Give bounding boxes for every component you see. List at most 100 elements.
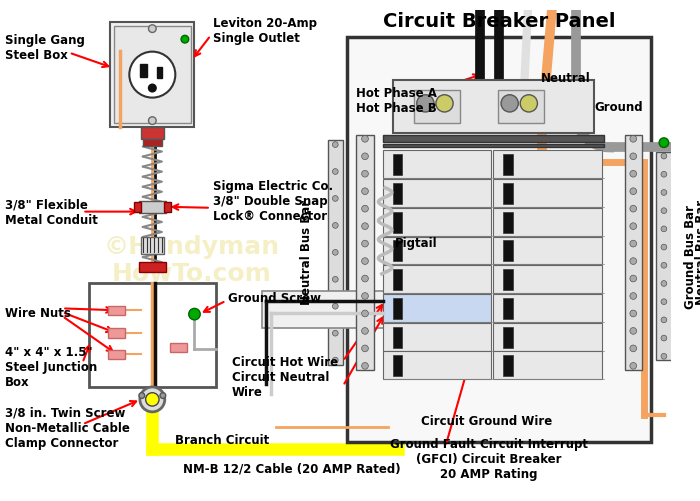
Bar [503, 155, 512, 176]
Circle shape [362, 206, 368, 212]
Circle shape [160, 393, 166, 399]
Circle shape [362, 136, 368, 143]
Bar [346, 38, 652, 442]
Bar [164, 202, 171, 212]
Circle shape [362, 258, 368, 265]
Bar [503, 298, 512, 319]
Circle shape [661, 190, 667, 196]
Bar [110, 23, 195, 128]
Circle shape [332, 277, 338, 283]
Circle shape [520, 96, 538, 113]
Circle shape [332, 358, 338, 363]
Text: Circuit Breaker Panel: Circuit Breaker Panel [383, 12, 615, 31]
Circle shape [362, 276, 368, 283]
Bar [494, 237, 601, 265]
Circle shape [362, 188, 368, 195]
Circle shape [661, 317, 667, 323]
Circle shape [501, 96, 518, 113]
Circle shape [130, 53, 175, 98]
Text: Ground Screw: Ground Screw [228, 292, 321, 305]
Text: Ground: Ground [594, 101, 643, 114]
Bar [503, 241, 512, 262]
Circle shape [661, 154, 667, 160]
Bar [143, 140, 162, 147]
Bar [383, 266, 491, 294]
Circle shape [661, 336, 667, 341]
Text: Ground Fault Circuit Interrupt
(GFCI) Circuit Breaker
20 AMP Rating: Ground Fault Circuit Interrupt (GFCI) Ci… [390, 437, 587, 480]
Circle shape [362, 311, 368, 317]
Circle shape [630, 258, 636, 265]
Bar [140, 65, 146, 78]
Circle shape [189, 309, 200, 320]
Bar [383, 151, 491, 179]
Bar [134, 202, 141, 212]
Bar [503, 270, 512, 291]
Text: Branch Circuit: Branch Circuit [175, 433, 270, 446]
Bar [494, 208, 601, 236]
Circle shape [661, 172, 667, 178]
Circle shape [362, 328, 368, 335]
Circle shape [661, 226, 667, 232]
Circle shape [630, 223, 636, 230]
Bar [141, 128, 164, 140]
Bar [494, 295, 601, 322]
Bar [498, 91, 544, 124]
Bar [393, 327, 402, 348]
Circle shape [332, 169, 338, 175]
Text: Hot Phase A: Hot Phase A [356, 87, 438, 100]
Text: Single Gang
Steel Box: Single Gang Steel Box [5, 34, 85, 62]
Bar [656, 153, 671, 360]
Circle shape [148, 118, 156, 125]
Circle shape [332, 304, 338, 310]
Text: 4" x 4" x 1.5"
Steel Junction
Box: 4" x 4" x 1.5" Steel Junction Box [5, 346, 97, 389]
Text: Circuit Neutral
Wire: Circuit Neutral Wire [232, 370, 329, 398]
Bar [383, 237, 491, 265]
Bar [393, 212, 402, 233]
Bar [114, 27, 190, 124]
Text: 3/8 in. Twin Screw
Non-Metallic Cable
Clamp Connector: 3/8 in. Twin Screw Non-Metallic Cable Cl… [5, 406, 130, 449]
Bar [356, 136, 374, 370]
Circle shape [362, 171, 368, 178]
Circle shape [332, 331, 338, 336]
Text: Ground Bus Bar: Ground Bus Bar [684, 204, 697, 308]
Bar [157, 68, 162, 79]
Bar [383, 323, 491, 351]
Bar [494, 151, 601, 179]
Bar [383, 180, 491, 207]
Bar [383, 352, 491, 380]
Circle shape [332, 223, 338, 229]
Bar [383, 136, 603, 142]
Circle shape [659, 139, 668, 148]
Circle shape [630, 293, 636, 300]
Bar [108, 350, 125, 359]
Text: Pigtail: Pigtail [395, 236, 438, 249]
Bar [108, 306, 125, 316]
Circle shape [362, 345, 368, 352]
Text: Leviton 20-Amp
Single Outlet: Leviton 20-Amp Single Outlet [213, 17, 316, 45]
Bar [393, 298, 402, 319]
Text: Neutral: Neutral [541, 72, 591, 85]
Text: Neutral Bus Bar: Neutral Bus Bar [300, 200, 313, 305]
Circle shape [661, 263, 667, 269]
Bar [414, 91, 460, 124]
Circle shape [630, 276, 636, 283]
Text: Neutral Bus Bar: Neutral Bus Bar [695, 200, 700, 305]
Text: NM-B 12/2 Cable (20 AMP Rated): NM-B 12/2 Cable (20 AMP Rated) [183, 462, 401, 475]
Bar [108, 329, 125, 338]
Circle shape [362, 293, 368, 300]
Circle shape [139, 393, 145, 399]
Text: Circuit Hot Wire: Circuit Hot Wire [232, 355, 338, 368]
Bar [503, 183, 512, 204]
Bar [393, 183, 402, 204]
Circle shape [630, 328, 636, 335]
Circle shape [148, 85, 156, 93]
Circle shape [661, 244, 667, 250]
Bar [328, 140, 343, 365]
Circle shape [630, 206, 636, 212]
Bar [141, 237, 164, 255]
Circle shape [630, 171, 636, 178]
Bar [503, 212, 512, 233]
Text: ©Handyman
HowTo.com: ©Handyman HowTo.com [104, 234, 280, 286]
Circle shape [416, 96, 434, 113]
Bar [503, 356, 512, 377]
